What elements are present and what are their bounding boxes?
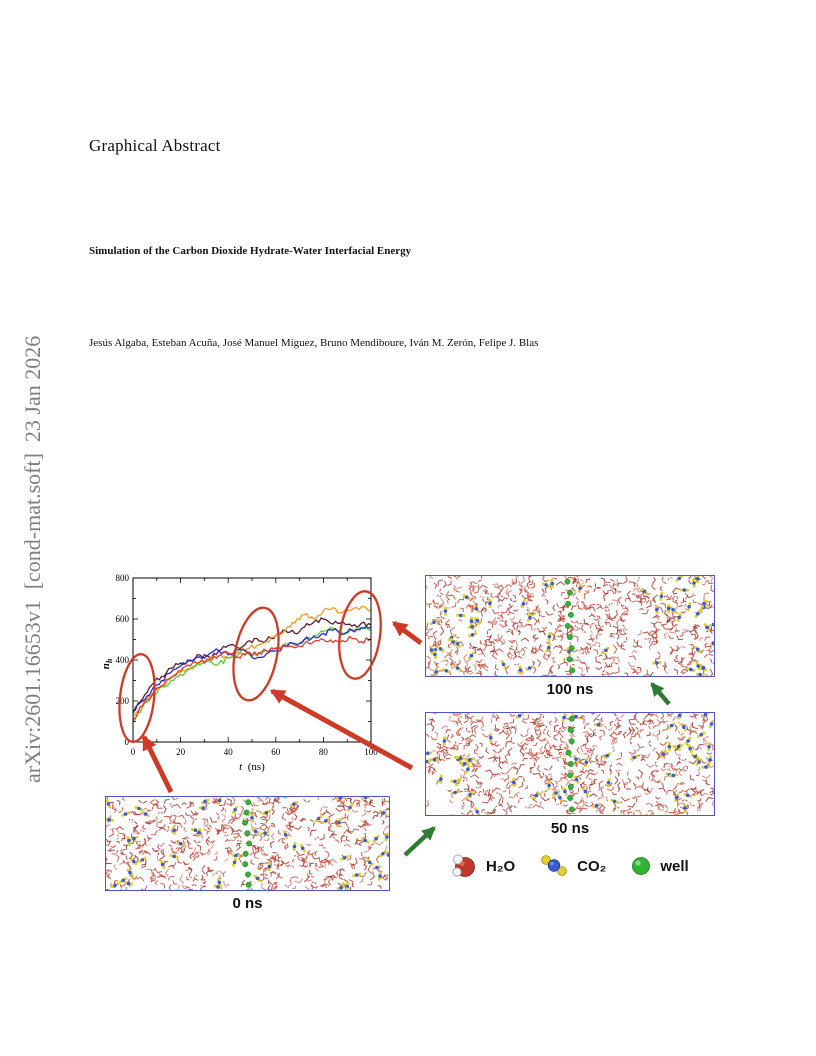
svg-text:20: 20 [176,747,186,757]
svg-text:40: 40 [224,747,234,757]
legend-item-well: well [628,853,689,879]
snapshot-100ns [425,575,715,677]
svg-text:t (ns): t (ns) [239,761,265,773]
svg-text:nh: nh [100,658,114,669]
co2-label: CO₂ [577,857,607,875]
svg-text:100: 100 [364,747,378,757]
snapshot-0ns [105,796,390,891]
molecule-legend: H₂O CO₂ well [448,850,689,882]
paper-title: Simulation of the Carbon Dioxide Hydrate… [89,245,412,257]
svg-text:800: 800 [116,573,130,583]
svg-text:600: 600 [116,614,130,624]
snapshot-50ns [425,712,715,816]
svg-text:400: 400 [116,655,130,665]
svg-text:0: 0 [131,747,136,757]
svg-text:80: 80 [319,747,329,757]
snapshot-50ns-render [426,713,714,815]
snapshot-100ns-render [426,576,714,676]
snapshot-0ns-label: 0 ns [232,895,263,912]
co2-icon [541,855,567,876]
h2o-icon [452,854,475,877]
svg-text:0: 0 [125,737,130,747]
section-heading: Graphical Abstract [89,136,221,155]
snapshot-0ns-render [106,797,389,890]
h2o-label: H₂O [486,857,516,875]
legend-item-co2: CO₂ [537,851,606,881]
authors-line: Jesús Algaba, Esteban Acuña, José Manuel… [89,337,539,349]
snapshot-100ns-label: 100 ns [546,681,594,698]
svg-text:60: 60 [271,747,281,757]
well-label: well [660,857,689,875]
snapshot-50ns-label: 50 ns [550,820,590,837]
well-icon [632,857,651,875]
svg-text:200: 200 [116,696,130,706]
red-arrow-100ns [391,620,423,646]
hydrate-chart: 0 20 40 60 80 100 0 200 400 600 800 nh t (ns) [100,573,378,773]
arxiv-watermark: arXiv:2601.16653v1 [cond-mat.soft] 23 Ja… [20,335,45,783]
legend-item-water: H₂O [448,850,515,882]
